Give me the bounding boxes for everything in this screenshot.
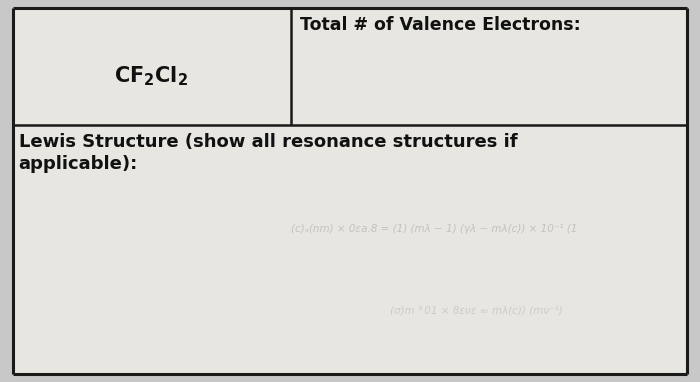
Text: Lewis Structure (show all resonance structures if: Lewis Structure (show all resonance stru… (19, 133, 517, 151)
Text: Total # of Valence Electrons:: Total # of Valence Electrons: (300, 16, 581, 34)
Text: applicable):: applicable): (19, 155, 138, 173)
Text: (c)ₐ(nm) × 0εa.8 = (1) (mλ − 1) (γλ − mλ(c)) × 10⁻¹ (1: (c)ₐ(nm) × 0εa.8 = (1) (mλ − 1) (γλ − mλ… (290, 224, 578, 234)
Text: (σ)m ³ 01 × 8ευε ≈ mλ(c)) (mν⁻¹): (σ)m ³ 01 × 8ευε ≈ mλ(c)) (mν⁻¹) (390, 306, 562, 316)
Text: $\mathbf{CF_2Cl_2}$: $\mathbf{CF_2Cl_2}$ (115, 64, 188, 88)
